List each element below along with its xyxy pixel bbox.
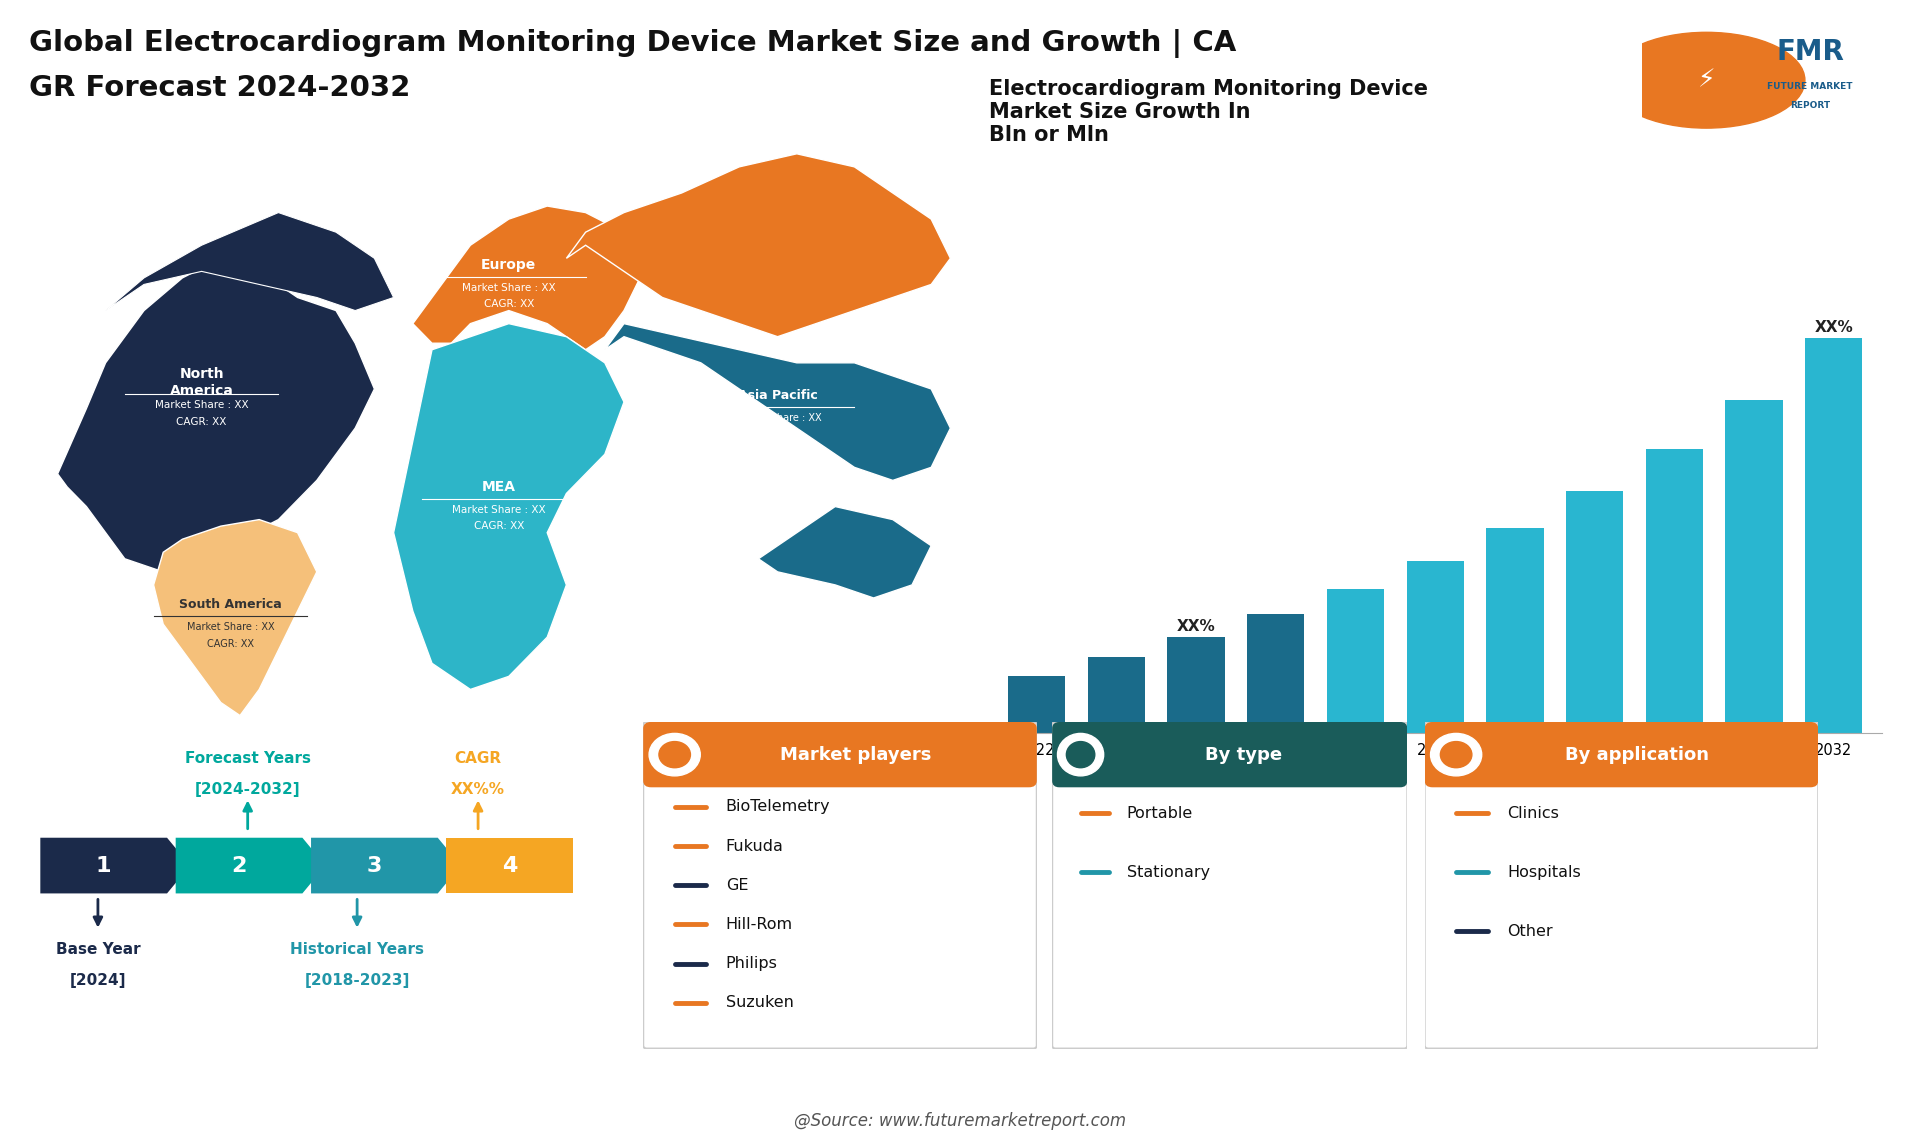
FancyBboxPatch shape — [1052, 722, 1407, 1049]
Polygon shape — [177, 838, 324, 894]
Text: [2018-2023]: [2018-2023] — [305, 973, 409, 988]
Text: Historical Years: Historical Years — [290, 942, 424, 957]
Text: Base Year: Base Year — [56, 942, 140, 957]
Text: Market players: Market players — [780, 746, 931, 763]
Text: Forecast Years: Forecast Years — [184, 751, 311, 766]
Text: Hospitals: Hospitals — [1507, 865, 1580, 880]
Text: GE: GE — [726, 878, 749, 893]
Text: Market Share : XX: Market Share : XX — [463, 283, 555, 292]
Circle shape — [649, 733, 701, 776]
Text: [2024]: [2024] — [69, 973, 127, 988]
Polygon shape — [106, 213, 394, 311]
Text: Fukuda: Fukuda — [726, 839, 783, 854]
Polygon shape — [413, 206, 643, 350]
Polygon shape — [311, 838, 461, 894]
FancyBboxPatch shape — [1052, 722, 1407, 787]
Text: Europe: Europe — [482, 258, 536, 272]
Text: BioTelemetry: BioTelemetry — [726, 800, 831, 815]
Text: 3: 3 — [367, 856, 382, 876]
Polygon shape — [605, 323, 950, 480]
Polygon shape — [58, 258, 374, 572]
Text: Suzuken: Suzuken — [726, 996, 793, 1011]
Text: CAGR: CAGR — [455, 751, 501, 766]
Bar — [1327, 589, 1384, 733]
Text: Portable: Portable — [1127, 806, 1192, 821]
Bar — [1567, 490, 1622, 733]
Polygon shape — [40, 838, 190, 894]
Text: XX%%: XX%% — [451, 782, 505, 796]
Text: CAGR: XX: CAGR: XX — [484, 299, 534, 309]
Text: Market Share : XX: Market Share : XX — [733, 414, 822, 423]
Text: CAGR: XX: CAGR: XX — [755, 430, 801, 440]
Bar — [1407, 560, 1463, 733]
Text: CAGR: XX: CAGR: XX — [207, 638, 253, 649]
Text: FUTURE MARKET: FUTURE MARKET — [1766, 83, 1853, 91]
Text: 1: 1 — [96, 856, 111, 876]
Text: GR Forecast 2024-2032: GR Forecast 2024-2032 — [29, 74, 411, 102]
Circle shape — [1607, 32, 1805, 128]
Text: 2: 2 — [230, 856, 248, 876]
Bar — [1805, 338, 1862, 733]
Text: MEA: MEA — [482, 480, 516, 494]
FancyBboxPatch shape — [643, 722, 1037, 1049]
Text: FMR: FMR — [1776, 39, 1843, 66]
Text: Other: Other — [1507, 924, 1553, 939]
Text: Philips: Philips — [726, 956, 778, 971]
Bar — [1008, 676, 1066, 733]
Text: Hill-Rom: Hill-Rom — [726, 917, 793, 932]
Circle shape — [1440, 741, 1473, 768]
Polygon shape — [445, 838, 572, 894]
Bar — [1087, 658, 1144, 733]
Text: North
America: North America — [169, 368, 234, 398]
Bar — [1486, 527, 1544, 733]
Text: 4: 4 — [501, 856, 518, 876]
Text: XX%: XX% — [1177, 619, 1215, 634]
Circle shape — [659, 741, 691, 768]
Text: South America: South America — [179, 598, 282, 611]
Text: By application: By application — [1565, 746, 1709, 763]
Circle shape — [1066, 741, 1094, 768]
Text: Market Share : XX: Market Share : XX — [186, 622, 275, 633]
Bar — [1726, 400, 1784, 733]
Circle shape — [1058, 733, 1104, 776]
Polygon shape — [154, 519, 317, 715]
Text: REPORT: REPORT — [1789, 101, 1830, 110]
Bar — [1167, 637, 1225, 733]
Text: XX%: XX% — [1814, 320, 1853, 335]
Bar — [1248, 614, 1304, 733]
Polygon shape — [566, 154, 950, 337]
FancyBboxPatch shape — [1425, 722, 1818, 1049]
Text: By type: By type — [1206, 746, 1283, 763]
Polygon shape — [394, 323, 624, 690]
Text: Electrocardiogram Monitoring Device
Market Size Growth In
Bln or Mln: Electrocardiogram Monitoring Device Mark… — [989, 79, 1428, 146]
Text: @Source: www.futuremarketreport.com: @Source: www.futuremarketreport.com — [795, 1112, 1125, 1130]
Bar — [1645, 449, 1703, 733]
Text: Stationary: Stationary — [1127, 865, 1210, 880]
Text: Market Share : XX: Market Share : XX — [453, 504, 545, 515]
FancyBboxPatch shape — [643, 722, 1037, 787]
Text: ⚡: ⚡ — [1697, 69, 1715, 92]
Text: Global Electrocardiogram Monitoring Device Market Size and Growth | CA: Global Electrocardiogram Monitoring Devi… — [29, 29, 1236, 57]
Text: Market Share : XX: Market Share : XX — [156, 400, 248, 410]
Polygon shape — [758, 507, 931, 598]
Text: Clinics: Clinics — [1507, 806, 1559, 821]
Circle shape — [1430, 733, 1482, 776]
Text: CAGR: XX: CAGR: XX — [474, 521, 524, 531]
Text: [2024-2032]: [2024-2032] — [194, 782, 301, 796]
Text: CAGR: XX: CAGR: XX — [177, 417, 227, 426]
FancyBboxPatch shape — [1425, 722, 1818, 787]
Text: Asia Pacific: Asia Pacific — [737, 388, 818, 402]
